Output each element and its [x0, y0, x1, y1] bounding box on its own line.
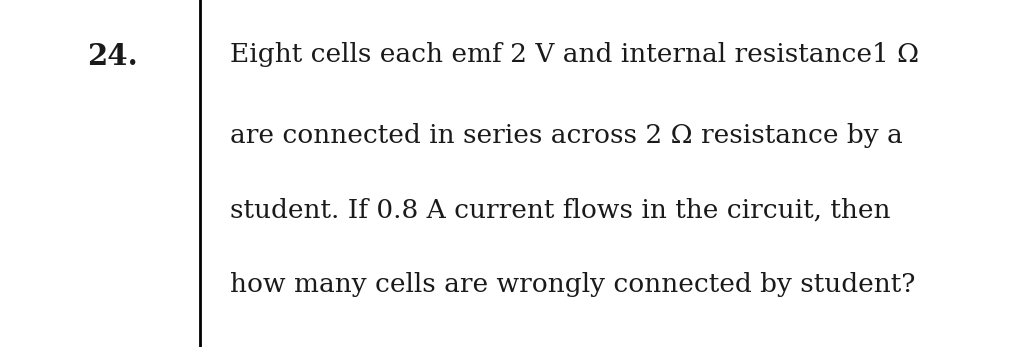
Text: 24.: 24. — [87, 42, 138, 71]
Text: how many cells are wrongly connected by student?: how many cells are wrongly connected by … — [230, 272, 915, 297]
Text: are connected in series across 2 Ω resistance by a: are connected in series across 2 Ω resis… — [230, 123, 903, 148]
Text: student. If 0.8 A current flows in the circuit, then: student. If 0.8 A current flows in the c… — [230, 198, 891, 223]
Text: Eight cells each emf 2 V and internal resistance1 Ω: Eight cells each emf 2 V and internal re… — [230, 42, 920, 67]
